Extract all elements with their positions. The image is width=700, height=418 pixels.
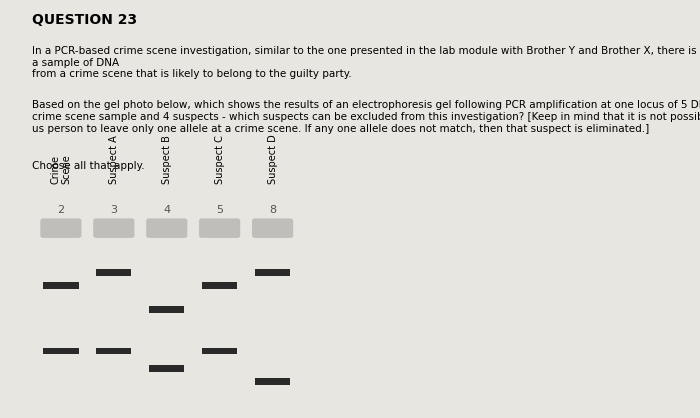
Bar — [255, 378, 290, 385]
Text: Suspect D: Suspect D — [267, 134, 278, 184]
Bar — [202, 283, 237, 289]
Text: 3: 3 — [111, 205, 118, 215]
Text: 4: 4 — [163, 205, 170, 215]
Text: 8: 8 — [269, 205, 276, 215]
Text: Choose all that apply.: Choose all that apply. — [32, 161, 144, 171]
FancyBboxPatch shape — [146, 218, 188, 238]
Text: 2: 2 — [57, 205, 64, 215]
FancyBboxPatch shape — [41, 218, 81, 238]
Text: Suspect C: Suspect C — [215, 135, 225, 184]
Text: Based on the gel photo below, which shows the results of an electrophoresis gel : Based on the gel photo below, which show… — [32, 100, 700, 133]
Bar — [255, 270, 290, 276]
Bar — [96, 348, 132, 354]
Bar — [43, 348, 78, 354]
Text: QUESTION 23: QUESTION 23 — [32, 13, 136, 26]
Bar — [149, 365, 184, 372]
FancyBboxPatch shape — [252, 218, 293, 238]
Bar — [43, 283, 78, 289]
FancyBboxPatch shape — [93, 218, 134, 238]
Bar — [96, 270, 132, 276]
Text: Suspect B: Suspect B — [162, 135, 172, 184]
Text: 5: 5 — [216, 205, 223, 215]
Bar — [202, 348, 237, 354]
FancyBboxPatch shape — [199, 218, 240, 238]
Text: Suspect A: Suspect A — [108, 135, 119, 184]
Text: Crime
Scene: Crime Scene — [50, 154, 71, 184]
Bar — [149, 306, 184, 313]
Text: In a PCR-based crime scene investigation, similar to the one presented in the la: In a PCR-based crime scene investigation… — [32, 46, 696, 79]
